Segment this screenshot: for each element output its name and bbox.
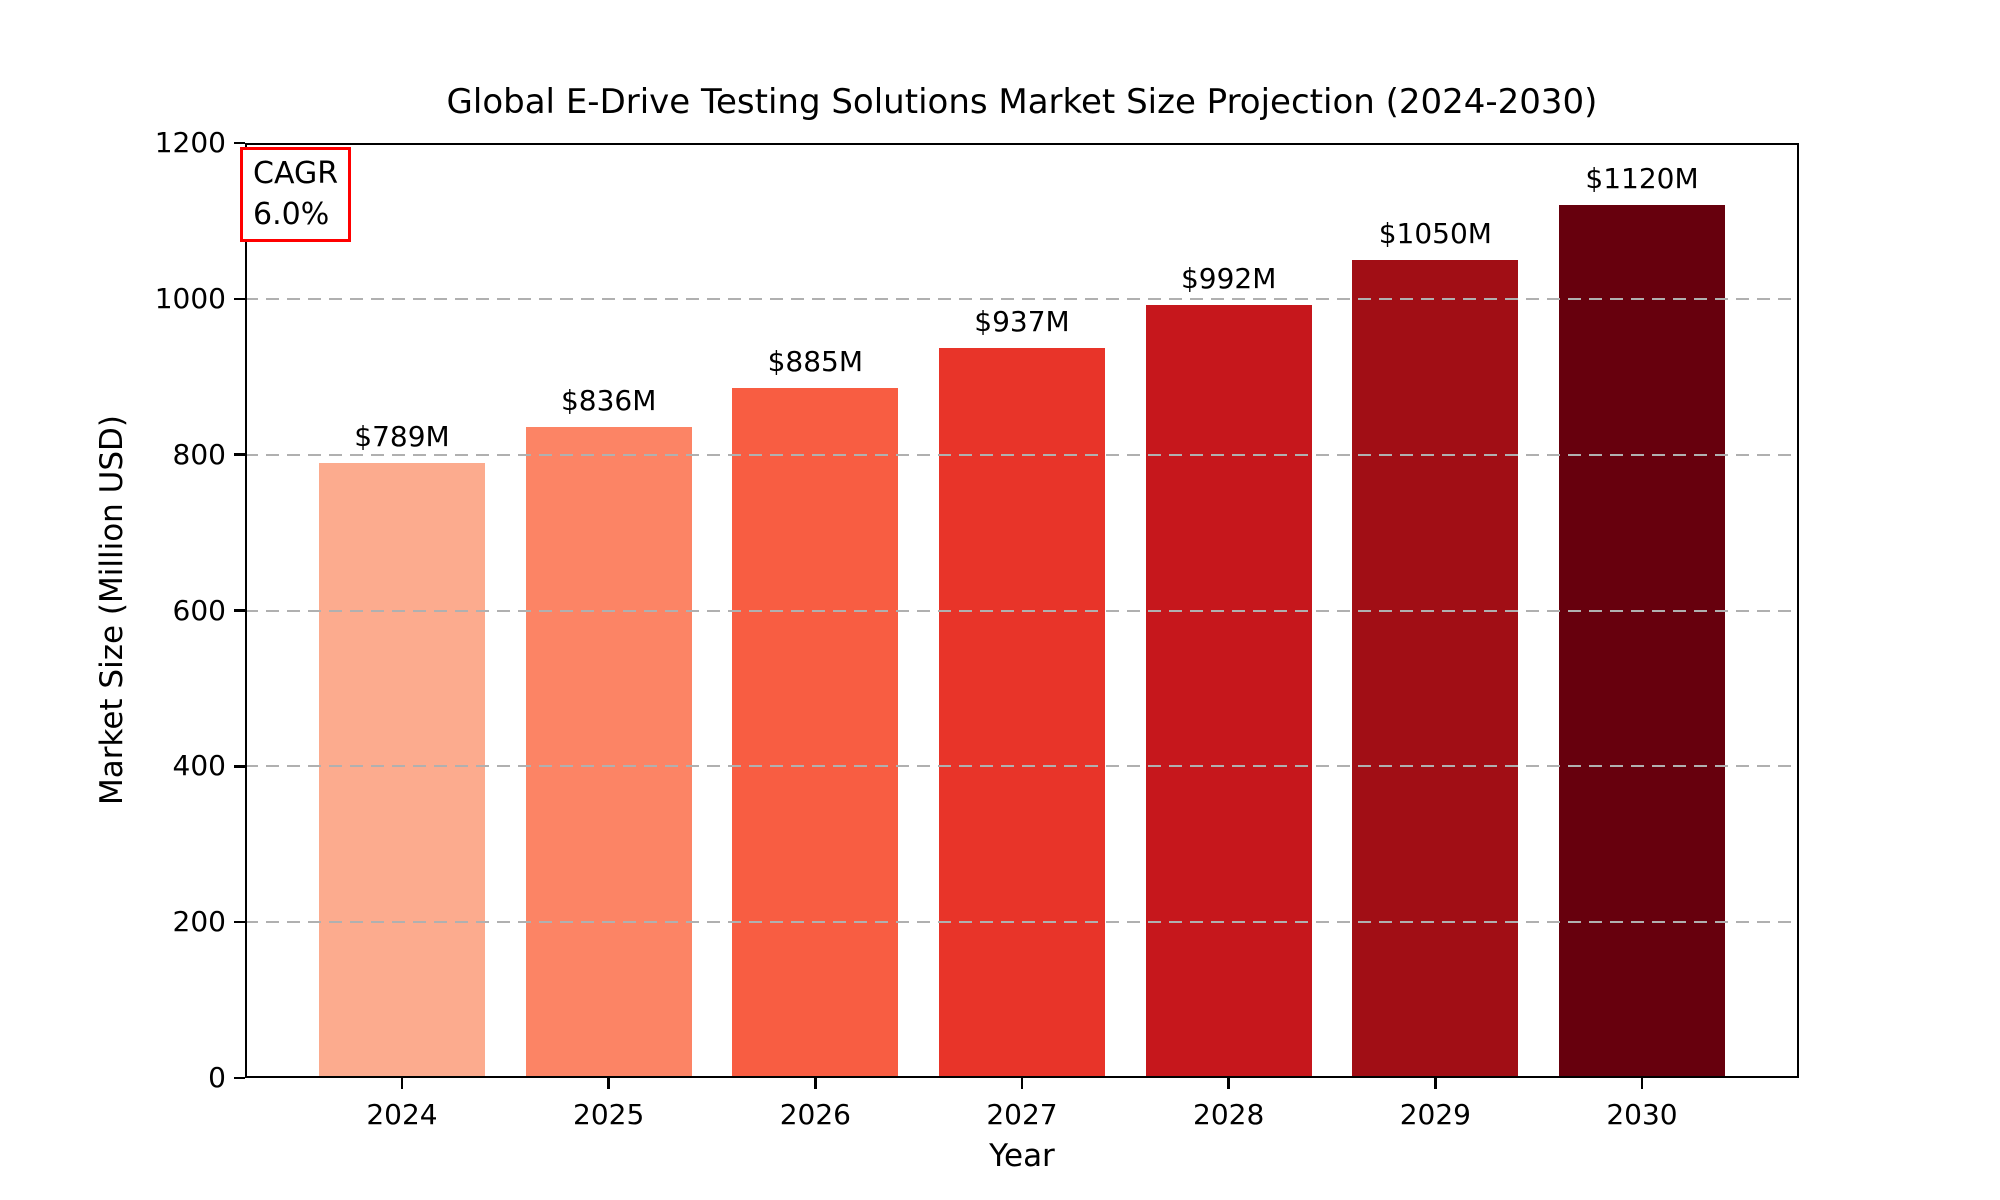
y-tick-label-1000: 1000 [154,281,226,315]
y-tick-label-200: 200 [172,905,226,939]
y-tick-label-1200: 1200 [154,126,226,159]
x-tick-label-2025: 2025 [573,1098,645,1131]
gridline-800 [245,453,1799,456]
y-tick-mark-200 [234,920,245,924]
x-tick-label-2027: 2027 [986,1098,1058,1131]
cagr-annotation-box: CAGR 6.0% [240,147,352,242]
x-tick-label-2030: 2030 [1606,1098,1678,1131]
bar-value-2026: $885M [767,345,864,379]
bar-2028 [1145,305,1312,1078]
bar-value-2024: $789M [354,420,450,454]
bar-value-2030: $1120M [1585,162,1699,196]
gridline-400 [245,765,1799,768]
x-tick-mark-2030 [1640,1078,1644,1089]
x-axis-label: Year [989,1138,1055,1174]
cagr-annotation-line1: CAGR [253,156,339,191]
y-tick-mark-1000 [234,297,245,301]
y-tick-mark-600 [234,609,245,612]
bar-value-2027: $937M [974,304,1070,338]
bar-value-2025: $836M [560,383,657,417]
x-tick-mark-2026 [814,1078,817,1089]
bar-2027 [939,347,1105,1078]
bar-value-2029: $1050M [1378,216,1492,250]
y-tick-mark-0 [234,1076,245,1080]
plot-area: $789M $836M $885M $937M $992M $1050M $1120M [245,143,1799,1078]
x-tick-label-2028: 2028 [1193,1098,1265,1131]
x-tick-mark-2029 [1434,1078,1437,1089]
bar-2029 [1352,259,1519,1078]
x-tick-mark-2028 [1227,1078,1230,1089]
bar-value-2028: $992M [1180,262,1277,296]
bar-2025 [525,426,692,1078]
gridline-600 [245,609,1799,612]
bar-2024 [319,463,485,1078]
y-tick-label-800: 800 [172,437,226,471]
y-tick-label-400: 400 [172,749,226,783]
y-tick-mark-1200 [234,141,245,145]
x-tick-label-2029: 2029 [1399,1098,1471,1131]
gridline-200 [245,921,1799,924]
cagr-annotation-line2: 6.0% [253,196,330,232]
x-tick-label-2026: 2026 [779,1098,851,1131]
gridline-1000 [245,297,1799,300]
y-tick-label-0: 0 [208,1061,226,1094]
x-tick-mark-2027 [1020,1078,1024,1089]
y-tick-label-600: 600 [172,593,226,627]
y-tick-mark-400 [234,765,245,768]
x-tick-label-2024: 2024 [366,1098,438,1131]
x-tick-mark-2025 [607,1078,610,1089]
x-tick-mark-2024 [400,1078,404,1089]
bar-2026 [732,388,899,1078]
bar-2030 [1559,205,1725,1078]
chart-title: Global E-Drive Testing Solutions Market … [446,82,1598,122]
y-tick-mark-800 [234,453,245,456]
